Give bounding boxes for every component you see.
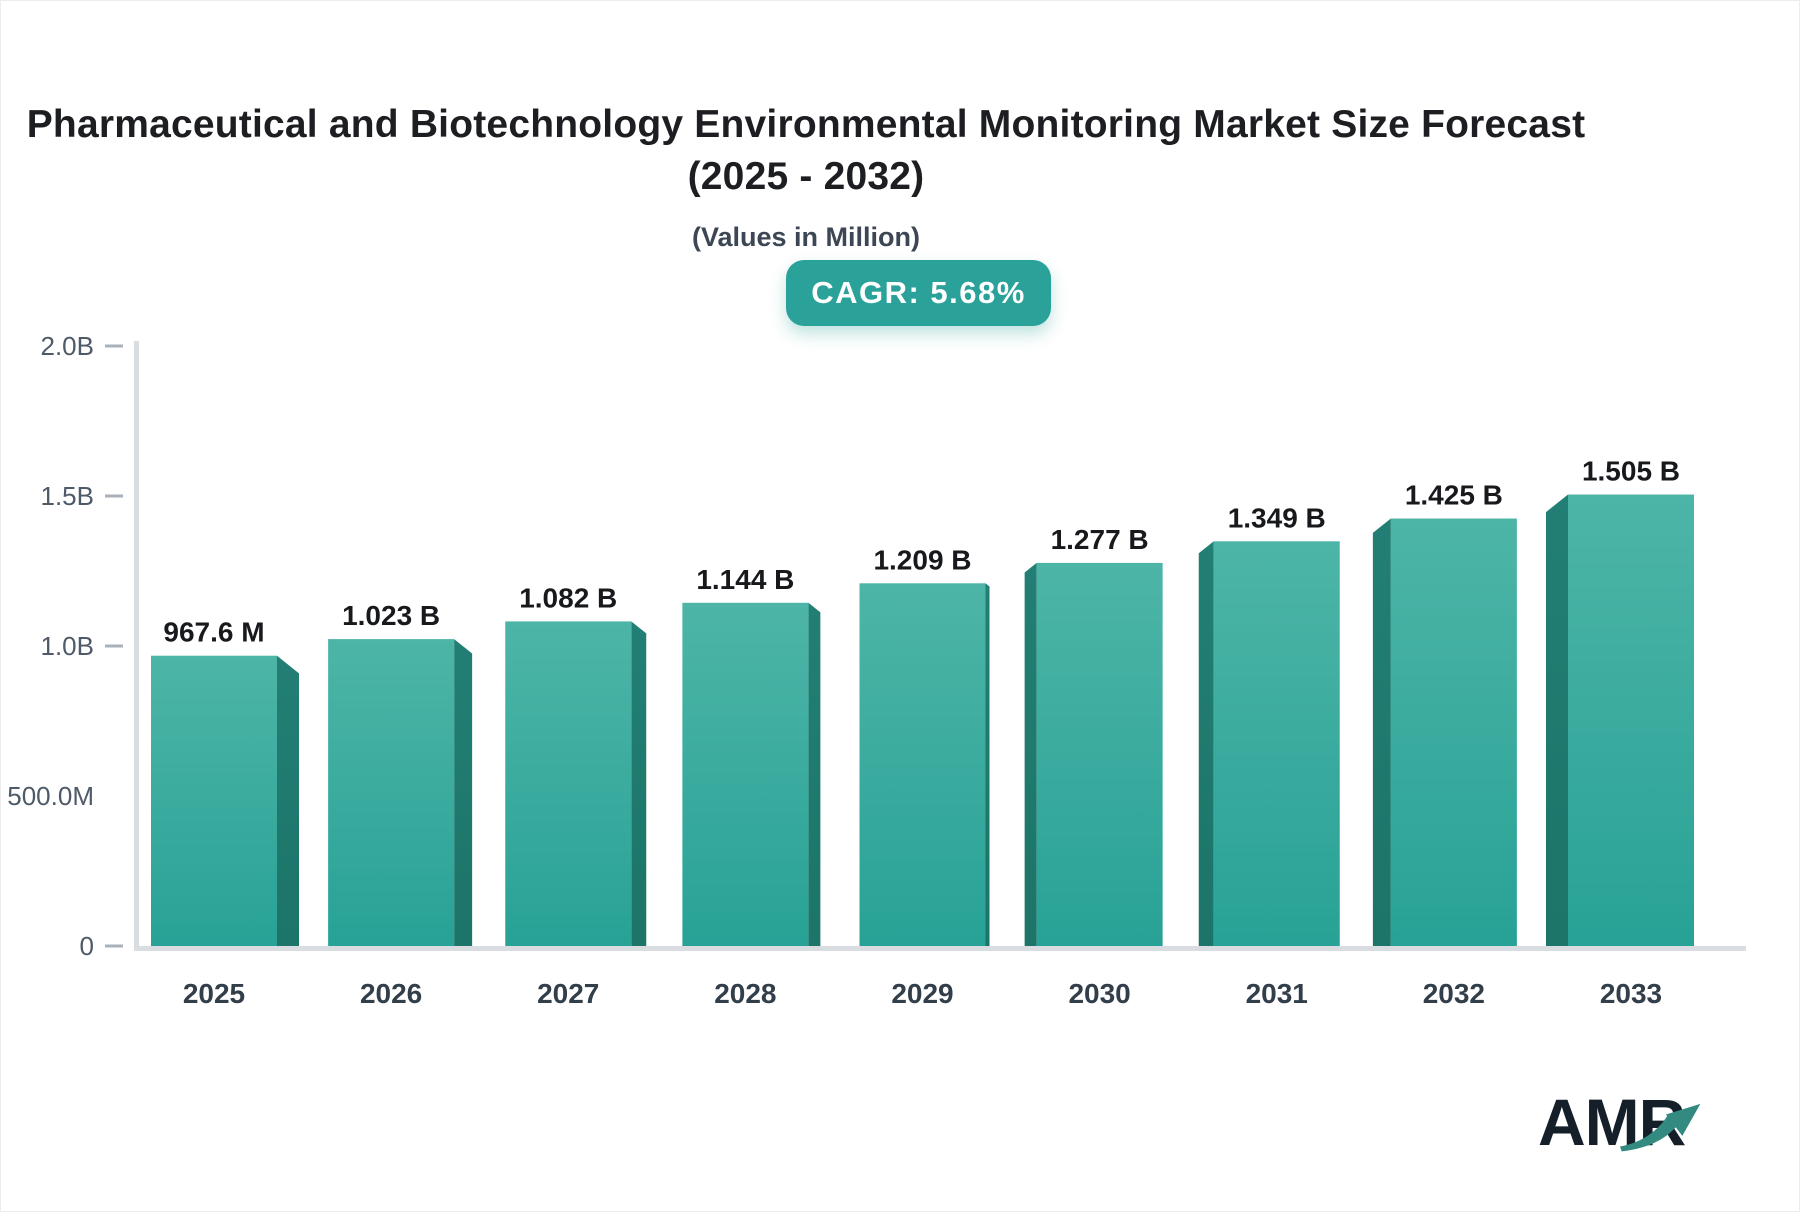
bar-2027[interactable]: 1.082 B [505, 582, 647, 946]
x-axis-label: 2028 [714, 978, 776, 1009]
bar-front-face [1568, 494, 1694, 946]
bar-value-label: 1.082 B [519, 582, 617, 613]
x-axis-label: 2032 [1423, 978, 1485, 1009]
x-axis-label: 2025 [183, 978, 245, 1009]
chart-title: Pharmaceutical and Biotechnology Environ… [26, 99, 1586, 203]
bar-value-label: 1.349 B [1228, 502, 1326, 533]
x-axis-label: 2030 [1068, 978, 1130, 1009]
cagr-badge: CAGR: 5.68% [786, 260, 1051, 326]
bar-2030[interactable]: 1.277 B [1024, 524, 1163, 946]
bar-side-face [1372, 518, 1391, 946]
x-axis-label: 2031 [1246, 978, 1308, 1009]
bar-side-face [1024, 562, 1037, 946]
bar-side-face [1198, 541, 1214, 946]
bar-front-face [1390, 518, 1517, 946]
bar-value-label: 1.144 B [696, 564, 794, 595]
growth-arrow-icon [1620, 1103, 1701, 1152]
bar-value-label: 1.425 B [1405, 480, 1503, 511]
y-axis-label: 500.0M [7, 781, 94, 811]
bar-side-face [277, 655, 299, 946]
bar-front-face [328, 639, 455, 946]
chart-title-line1: Pharmaceutical and Biotechnology Environ… [26, 103, 1586, 146]
x-axis-label: 2029 [891, 978, 953, 1009]
bar-value-label: 1.209 B [873, 544, 971, 575]
bar-side-face [1546, 494, 1568, 946]
amr-logo-text: AMR [1538, 1085, 1686, 1159]
y-axis-label: 1.0B [41, 631, 95, 661]
x-axis-label: 2026 [360, 978, 422, 1009]
bar-2028[interactable]: 1.144 B [682, 564, 821, 946]
bar-2031[interactable]: 1.349 B [1198, 502, 1340, 946]
y-axis-label: 0 [80, 931, 94, 961]
x-axis-label: 2033 [1600, 978, 1662, 1009]
bar-2025[interactable]: 967.6 M [151, 617, 299, 946]
x-axis-label: 2027 [537, 978, 599, 1009]
bar-side-face [454, 639, 473, 946]
bar-value-label: 967.6 M [163, 617, 264, 648]
bar-side-face [631, 621, 647, 946]
bar-2032[interactable]: 1.425 B [1372, 480, 1517, 947]
bar-2033[interactable]: 1.505 B [1546, 456, 1694, 947]
bar-front-face [505, 621, 632, 946]
bar-side-face [808, 602, 821, 946]
amr-logo: AMR [1538, 1087, 1718, 1171]
bar-front-face [682, 602, 809, 946]
chart-subtitle: (Values in Million) [691, 222, 921, 252]
chart-title-line2: (2025 - 2032) [687, 155, 925, 198]
bar-value-label: 1.277 B [1051, 524, 1149, 555]
bar-value-label: 1.505 B [1582, 456, 1680, 487]
bar-2029[interactable]: 1.209 B [859, 544, 990, 946]
bar-front-face [1213, 541, 1340, 946]
bar-front-face [859, 583, 986, 946]
y-axis-label: 1.5B [41, 481, 95, 511]
bar-value-label: 1.023 B [342, 600, 440, 631]
y-axis-label: 2.0B [41, 331, 95, 361]
bar-front-face [151, 655, 277, 946]
bar-2026[interactable]: 1.023 B [328, 600, 473, 946]
bar-side-face [985, 583, 990, 946]
bar-front-face [1036, 562, 1163, 946]
